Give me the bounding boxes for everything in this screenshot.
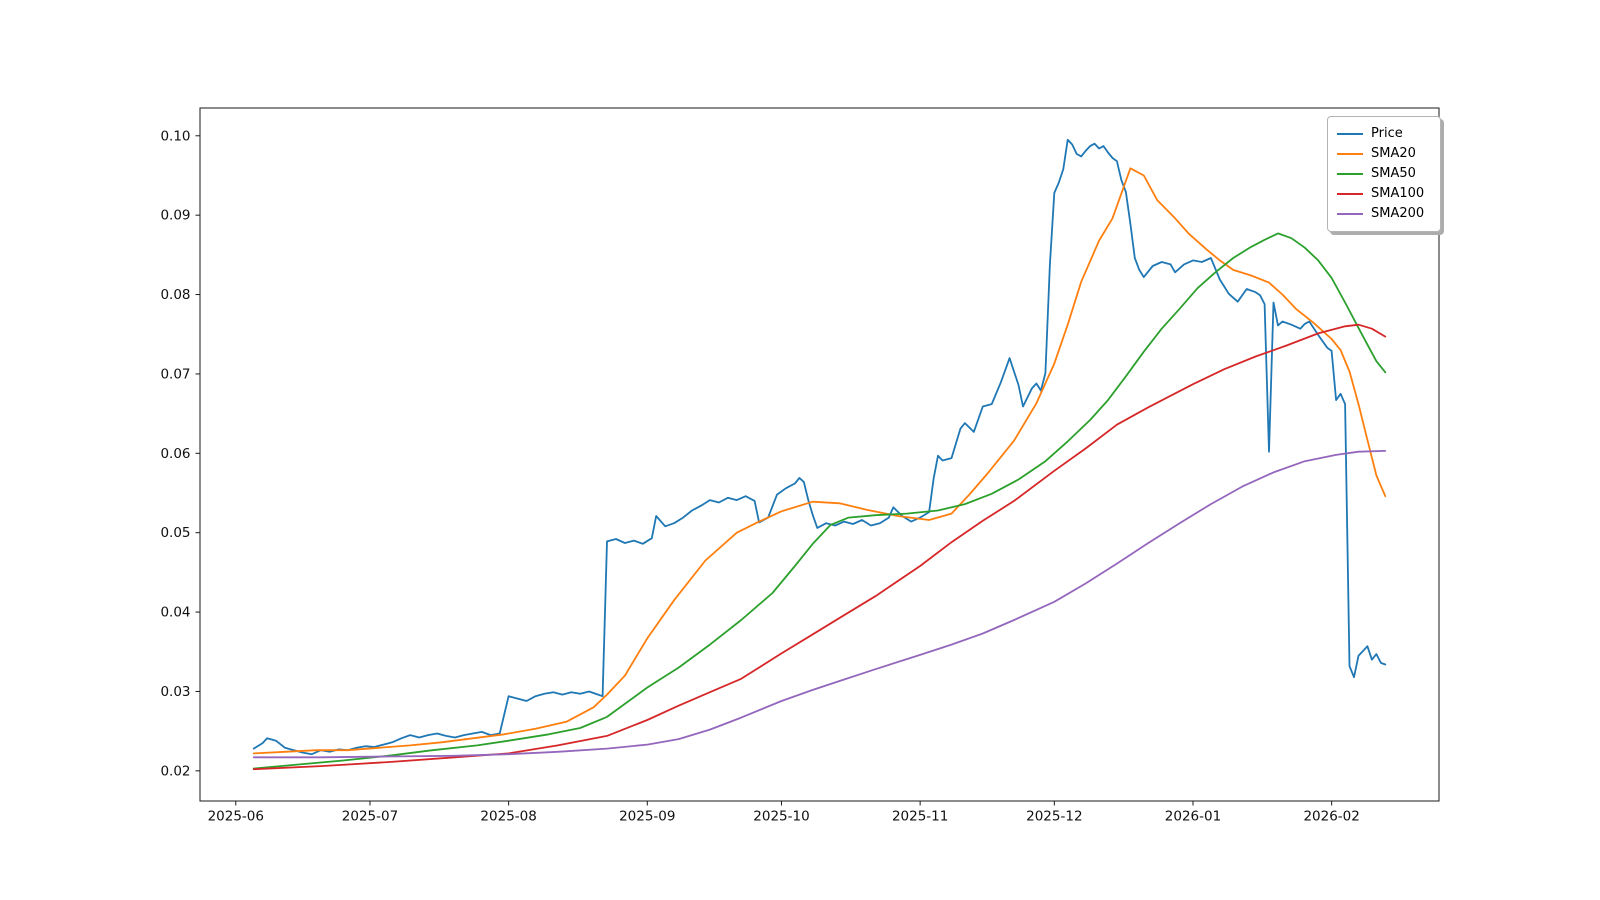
legend-item-sma100: SMA100 <box>1337 184 1431 204</box>
x-tick-label: 2025-06 <box>208 809 264 825</box>
sma100-line-swatch <box>1337 193 1363 195</box>
y-tick-label: 0.02 <box>160 763 190 779</box>
x-tick-label: 2025-11 <box>892 809 948 825</box>
sma100-line <box>252 323 1387 771</box>
x-tick-label: 2025-12 <box>1026 809 1082 825</box>
y-tick-label: 0.05 <box>160 525 190 541</box>
x-tick-label: 2025-08 <box>480 809 536 825</box>
sma20-line <box>252 167 1387 755</box>
y-tick-label: 0.09 <box>160 208 190 224</box>
legend: Price SMA20 SMA50 SMA100 SMA200 <box>1327 116 1441 232</box>
x-tick-label: 2025-07 <box>342 809 398 825</box>
legend-label-sma100: SMA100 <box>1371 186 1425 201</box>
price-line-swatch <box>1337 133 1363 135</box>
legend-label-sma20: SMA20 <box>1371 146 1416 161</box>
price-line <box>252 138 1387 756</box>
y-tick-label: 0.08 <box>160 287 190 303</box>
legend-item-sma50: SMA50 <box>1337 164 1431 184</box>
legend-item-price: Price <box>1337 124 1431 144</box>
y-tick-label: 0.03 <box>160 684 190 700</box>
x-tick-label: 2026-02 <box>1303 809 1359 825</box>
sma50-line-swatch <box>1337 173 1363 175</box>
legend-item-sma200: SMA200 <box>1337 204 1431 224</box>
sma50-line <box>252 232 1387 770</box>
legend-item-sma20: SMA20 <box>1337 144 1431 164</box>
x-tick-label: 2025-10 <box>753 809 809 825</box>
y-tick-label: 0.04 <box>160 605 190 621</box>
x-tick-label: 2026-01 <box>1165 809 1221 825</box>
legend-label-sma50: SMA50 <box>1371 166 1416 181</box>
y-tick-label: 0.06 <box>160 446 190 462</box>
legend-label-sma200: SMA200 <box>1371 206 1425 221</box>
sma20-line-swatch <box>1337 153 1363 155</box>
plot-frame <box>199 107 1440 802</box>
sma200-line-swatch <box>1337 213 1363 215</box>
y-tick-label: 0.07 <box>160 366 190 382</box>
legend-label-price: Price <box>1371 126 1403 141</box>
x-tick-label: 2025-09 <box>619 809 675 825</box>
y-tick-label: 0.10 <box>160 128 190 144</box>
sma200-line <box>252 449 1387 759</box>
